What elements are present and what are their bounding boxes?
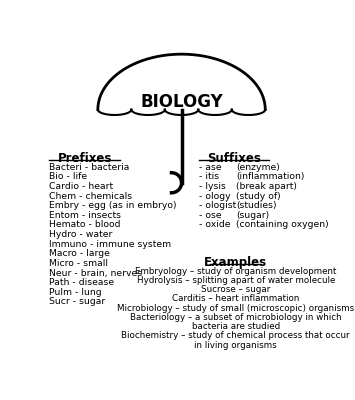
Text: - ose: - ose (200, 211, 222, 220)
Text: Prefixes: Prefixes (58, 152, 112, 165)
Text: Pulm - lung: Pulm - lung (49, 288, 102, 297)
Text: Hemato - blood: Hemato - blood (49, 220, 121, 230)
Text: Cardio - heart: Cardio - heart (49, 182, 113, 191)
Text: - ase: - ase (200, 163, 222, 172)
Text: bacteria are studied: bacteria are studied (192, 322, 280, 331)
Text: - oxide: - oxide (200, 220, 231, 230)
Text: (break apart): (break apart) (236, 182, 297, 191)
Text: (inflammation): (inflammation) (236, 172, 304, 181)
Text: Embry - egg (as in embryo): Embry - egg (as in embryo) (49, 201, 176, 210)
Text: (studies): (studies) (236, 201, 276, 210)
Text: (enzyme): (enzyme) (236, 163, 279, 172)
Text: Bacteriology – a subset of microbiology in which: Bacteriology – a subset of microbiology … (130, 313, 342, 322)
Text: Chem - chemicals: Chem - chemicals (49, 192, 132, 201)
Text: Sucrose – sugar: Sucrose – sugar (201, 285, 271, 294)
Text: Entom - insects: Entom - insects (49, 211, 121, 220)
Text: Bio - life: Bio - life (49, 172, 87, 181)
Text: in living organisms: in living organisms (195, 341, 277, 350)
Text: Neur - brain, nerves: Neur - brain, nerves (49, 269, 142, 278)
Text: - ology: - ology (200, 192, 231, 201)
Text: - ologist: - ologist (200, 201, 237, 210)
Text: Biochemistry – study of chemical process that occur: Biochemistry – study of chemical process… (121, 331, 350, 340)
Text: Embryology – study of organism development: Embryology – study of organism developme… (135, 267, 337, 276)
Polygon shape (98, 54, 265, 110)
Text: Carditis – heart inflammation: Carditis – heart inflammation (172, 294, 300, 303)
Text: (containing oxygen): (containing oxygen) (236, 220, 328, 230)
Text: Examples: Examples (204, 256, 267, 269)
Text: Micro - small: Micro - small (49, 259, 108, 268)
Text: - lysis: - lysis (200, 182, 226, 191)
Text: Path - disease: Path - disease (49, 278, 114, 287)
Text: Macro - large: Macro - large (49, 249, 110, 258)
Text: Immuno - immune system: Immuno - immune system (49, 240, 171, 249)
Text: Suffixes: Suffixes (207, 152, 261, 165)
Text: Hydrolysis – splitting apart of water molecule: Hydrolysis – splitting apart of water mo… (137, 276, 335, 285)
Text: Hydro - water: Hydro - water (49, 230, 113, 239)
Text: (sugar): (sugar) (236, 211, 269, 220)
Text: Microbiology – study of small (microscopic) organisms: Microbiology – study of small (microscop… (117, 304, 354, 313)
Text: Sucr - sugar: Sucr - sugar (49, 298, 105, 306)
Text: Bacteri - bacteria: Bacteri - bacteria (49, 163, 130, 172)
Text: (study of): (study of) (236, 192, 280, 201)
Text: - itis: - itis (200, 172, 219, 181)
Text: BIOLOGY: BIOLOGY (140, 93, 223, 111)
